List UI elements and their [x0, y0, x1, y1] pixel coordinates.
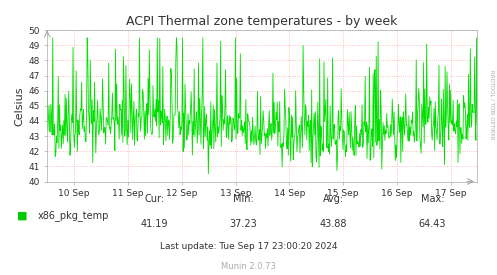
Title: ACPI Thermal zone temperatures - by week: ACPI Thermal zone temperatures - by week: [126, 15, 398, 28]
Text: Cur:: Cur:: [144, 194, 164, 204]
Text: Max:: Max:: [420, 194, 444, 204]
Text: 43.88: 43.88: [319, 219, 347, 229]
Text: Munin 2.0.73: Munin 2.0.73: [221, 262, 276, 271]
Text: Avg:: Avg:: [323, 194, 343, 204]
Text: 64.43: 64.43: [418, 219, 446, 229]
Y-axis label: Celsius: Celsius: [14, 86, 24, 126]
Text: Min:: Min:: [233, 194, 254, 204]
Text: ■: ■: [17, 211, 28, 221]
Text: Last update: Tue Sep 17 23:00:20 2024: Last update: Tue Sep 17 23:00:20 2024: [160, 242, 337, 251]
Text: x86_pkg_temp: x86_pkg_temp: [37, 210, 109, 221]
Text: 37.23: 37.23: [230, 219, 257, 229]
Text: RRDTOOL / TOBI OETIKER: RRDTOOL / TOBI OETIKER: [490, 70, 495, 139]
Text: 41.19: 41.19: [140, 219, 168, 229]
